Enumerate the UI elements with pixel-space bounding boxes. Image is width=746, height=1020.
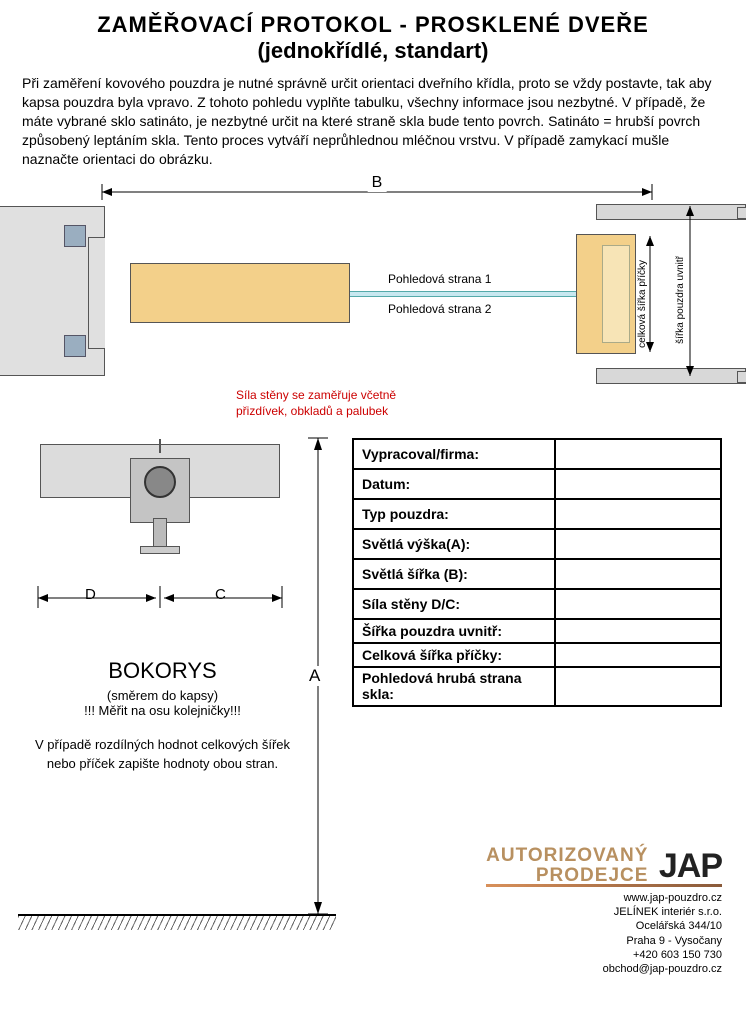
dealer-footer: AUTORIZOVANÝ PRODEJCE JAP www.jap-pouzdr… [486,846,722,977]
bokorys-note: V případě rozdílných hodnot celkových ší… [30,736,295,772]
bokorys-text-block: BOKORYS (směrem do kapsy) !!! Měřit na o… [30,658,295,772]
dimension-c-label: C [215,586,226,603]
jap-logo: JAP [659,847,722,886]
ground-hatch [18,914,336,930]
form-value[interactable] [555,439,721,469]
hanger-foot [140,546,180,554]
bokorys-title: BOKORYS [30,658,295,684]
table-row: Vypracoval/firma: [353,439,721,469]
table-row: Datum: [353,469,721,499]
form-value[interactable] [555,667,721,706]
title-line-1: ZAMĚŘOVACÍ PROTOKOL - PROSKLENÉ DVEŘE [20,12,726,38]
dealer-city: Praha 9 - Vysočany [486,934,722,948]
form-value[interactable] [555,619,721,643]
table-row: Celková šířka příčky: [353,643,721,667]
form-table-body: Vypracoval/firma:Datum:Typ pouzdra:Světl… [353,439,721,706]
measurement-form-table: Vypracoval/firma:Datum:Typ pouzdra:Světl… [352,438,722,707]
hanger-bolt [153,518,167,548]
dealer-phone: +420 603 150 730 [486,948,722,962]
dimension-a-label: A [309,666,320,686]
red-warning-note: Síla stěny se zaměřuje včetně přizdívek,… [236,388,396,419]
dealer-web: www.jap-pouzdro.cz [486,891,722,905]
dimension-b-label: B [368,174,387,192]
form-label: Vypracoval/firma: [353,439,555,469]
lower-section: D C A BOKORYS (směrem do kapsy) !!! Měři… [0,428,746,988]
table-row: Světlá výška(A): [353,529,721,559]
anchor-block [64,225,86,247]
dimension-b: B [102,178,652,198]
form-label: Datum: [353,469,555,499]
dimension-a: A [306,438,330,914]
document-title: ZAMĚŘOVACÍ PROTOKOL - PROSKLENÉ DVEŘE (j… [0,0,746,68]
table-row: Síla stěny D/C: [353,589,721,619]
form-value[interactable] [555,589,721,619]
form-label: Světlá šířka (B): [353,559,555,589]
red-note-line1: Síla stěny se zaměřuje včetně [236,388,396,404]
glass-panel [350,291,580,297]
view-side-2-label: Pohledová strana 2 [388,302,491,316]
dimension-d-label: D [85,586,96,603]
table-row: Pohledová hrubá strana skla: [353,667,721,706]
form-label: Šířka pouzdra uvnitř: [353,619,555,643]
intro-paragraph: Při zaměření kovového pouzdra je nutné s… [0,68,746,178]
form-value[interactable] [555,643,721,667]
red-note-line2: přizdívek, obkladů a palubek [236,404,396,420]
cross-section-diagram [30,438,290,578]
rail-bottom [596,368,746,384]
form-label: Pohledová hrubá strana skla: [353,667,555,706]
badge-line2: PRODEJCE [536,865,649,886]
form-label: Světlá výška(A): [353,529,555,559]
dimension-dc: D C [30,584,290,610]
dealer-street: Ocelářská 344/10 [486,919,722,933]
badge-line1: AUTORIZOVANÝ [486,845,648,866]
rail-top [596,204,746,220]
table-row: Světlá šířka (B): [353,559,721,589]
dealer-company: JELÍNEK interiér s.r.o. [486,905,722,919]
form-label: Celková šířka příčky: [353,643,555,667]
title-line-2: (jednokřídlé, standart) [20,38,726,64]
form-value[interactable] [555,559,721,589]
dealer-email: obchod@jap-pouzdro.cz [486,962,722,976]
top-plan-diagram: B Pohledová strana 1 Pohledová strana 2 … [0,178,746,428]
view-side-1-label: Pohledová strana 1 [388,272,491,286]
form-value[interactable] [555,499,721,529]
wall-left [0,206,105,376]
vert-dim-1 [684,206,696,376]
dealer-badge-row: AUTORIZOVANÝ PRODEJCE JAP [486,846,722,886]
authorized-dealer-badge: AUTORIZOVANÝ PRODEJCE [486,846,648,886]
form-value[interactable] [555,469,721,499]
form-label: Síla stěny D/C: [353,589,555,619]
dealer-contact-info: www.jap-pouzdro.cz JELÍNEK interiér s.r.… [486,891,722,977]
table-row: Šířka pouzdra uvnitř: [353,619,721,643]
bokorys-warning: !!! Měřit na osu kolejničky!!! [30,703,295,718]
form-label: Typ pouzdra: [353,499,555,529]
form-value[interactable] [555,529,721,559]
table-row: Typ pouzdra: [353,499,721,529]
wood-jamb [576,234,636,354]
wood-jamb-inner [602,245,630,343]
vert-dim-2 [644,236,656,352]
bokorys-subtitle: (směrem do kapsy) [30,688,295,703]
door-panel-wood [130,263,350,323]
pocket-frame [576,204,746,384]
anchor-block [64,335,86,357]
trolley-wheel [144,466,176,498]
